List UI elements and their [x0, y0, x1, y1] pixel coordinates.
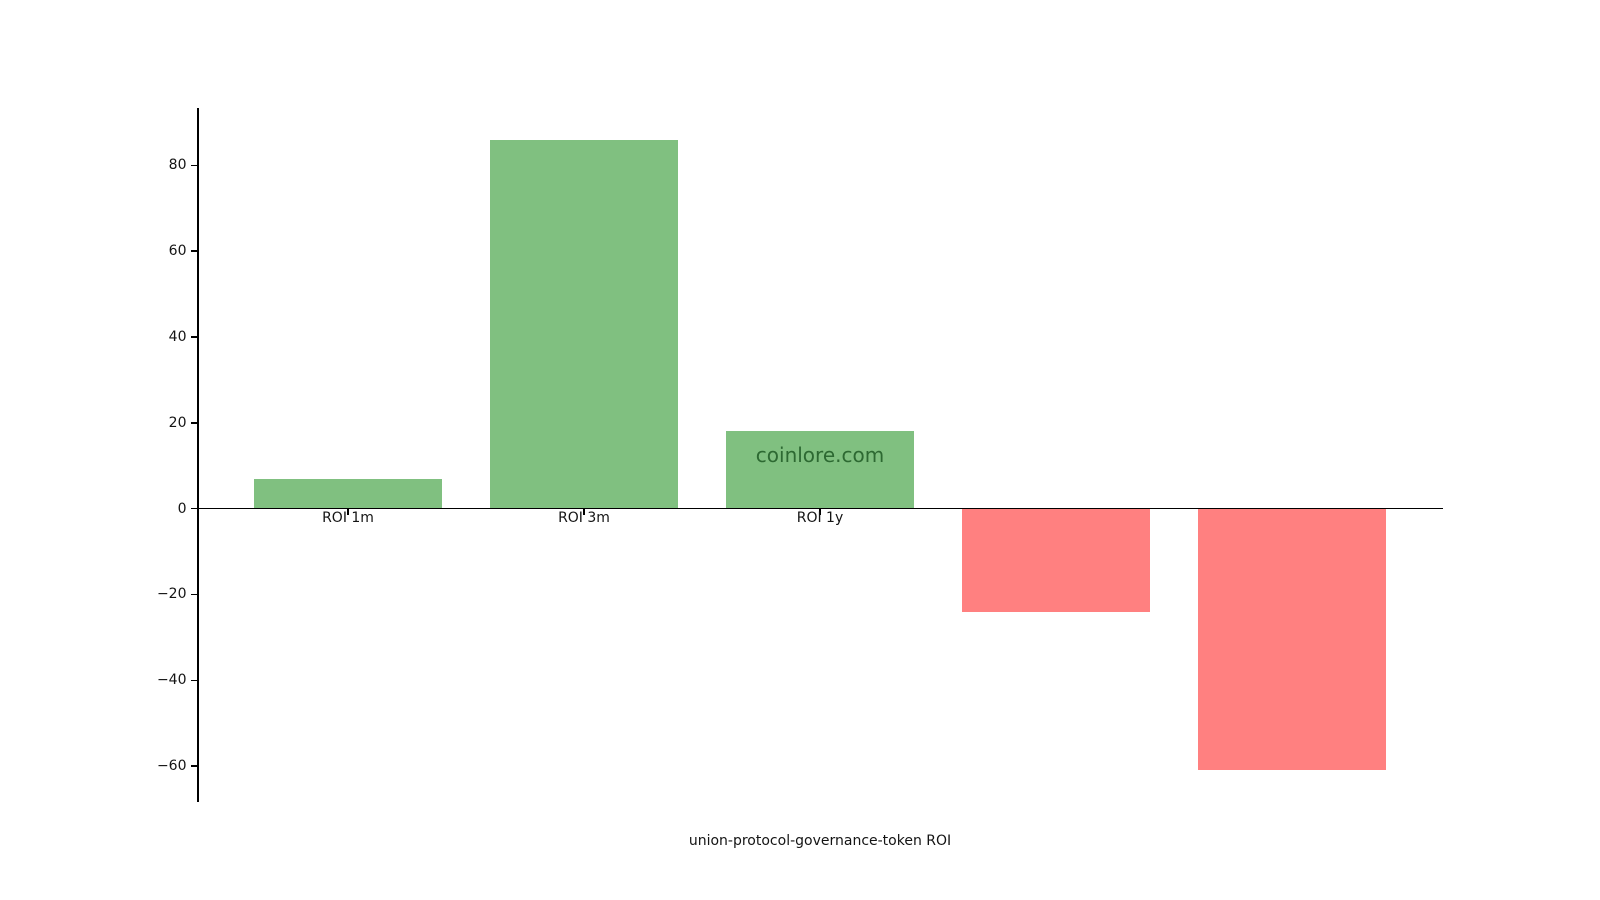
x-tick-mark — [819, 508, 821, 516]
y-tick-mark — [190, 336, 197, 338]
x-tick-mark — [347, 508, 349, 516]
y-tick-label: −40 — [156, 672, 187, 689]
y-tick-mark — [190, 164, 197, 167]
x-tick-label-roi-3m: ROI 3m — [558, 510, 610, 527]
x-tick-label-roi-1m: ROI 1m — [322, 510, 374, 527]
y-tick-label: 20 — [168, 414, 187, 431]
y-tick-mark — [190, 250, 197, 252]
bar-5 — [1197, 508, 1387, 771]
watermark-text: coinlore.com — [755, 443, 885, 467]
chart-title: union-protocol-governance-token ROI — [688, 833, 952, 849]
bar-roi-3m — [489, 139, 679, 509]
y-tick-label: 80 — [168, 157, 187, 174]
x-tick-mark — [583, 508, 585, 516]
bar-roi-1m — [253, 478, 443, 509]
y-tick-label: −60 — [156, 758, 187, 775]
y-tick-label: 40 — [168, 328, 187, 345]
y-tick-mark — [190, 507, 197, 510]
x-tick-label-roi-1y: ROI 1y — [796, 510, 844, 527]
y-tick-mark — [190, 593, 197, 596]
y-tick-mark — [190, 679, 197, 682]
y-tick-mark — [190, 422, 197, 424]
y-tick-label: 0 — [177, 500, 187, 517]
y-tick-mark — [190, 765, 197, 767]
y-axis-spine — [197, 108, 199, 802]
bar-4 — [961, 508, 1151, 612]
bar-roi-1y — [725, 431, 915, 509]
y-tick-label: 60 — [168, 243, 187, 260]
y-tick-label: −20 — [156, 586, 187, 603]
